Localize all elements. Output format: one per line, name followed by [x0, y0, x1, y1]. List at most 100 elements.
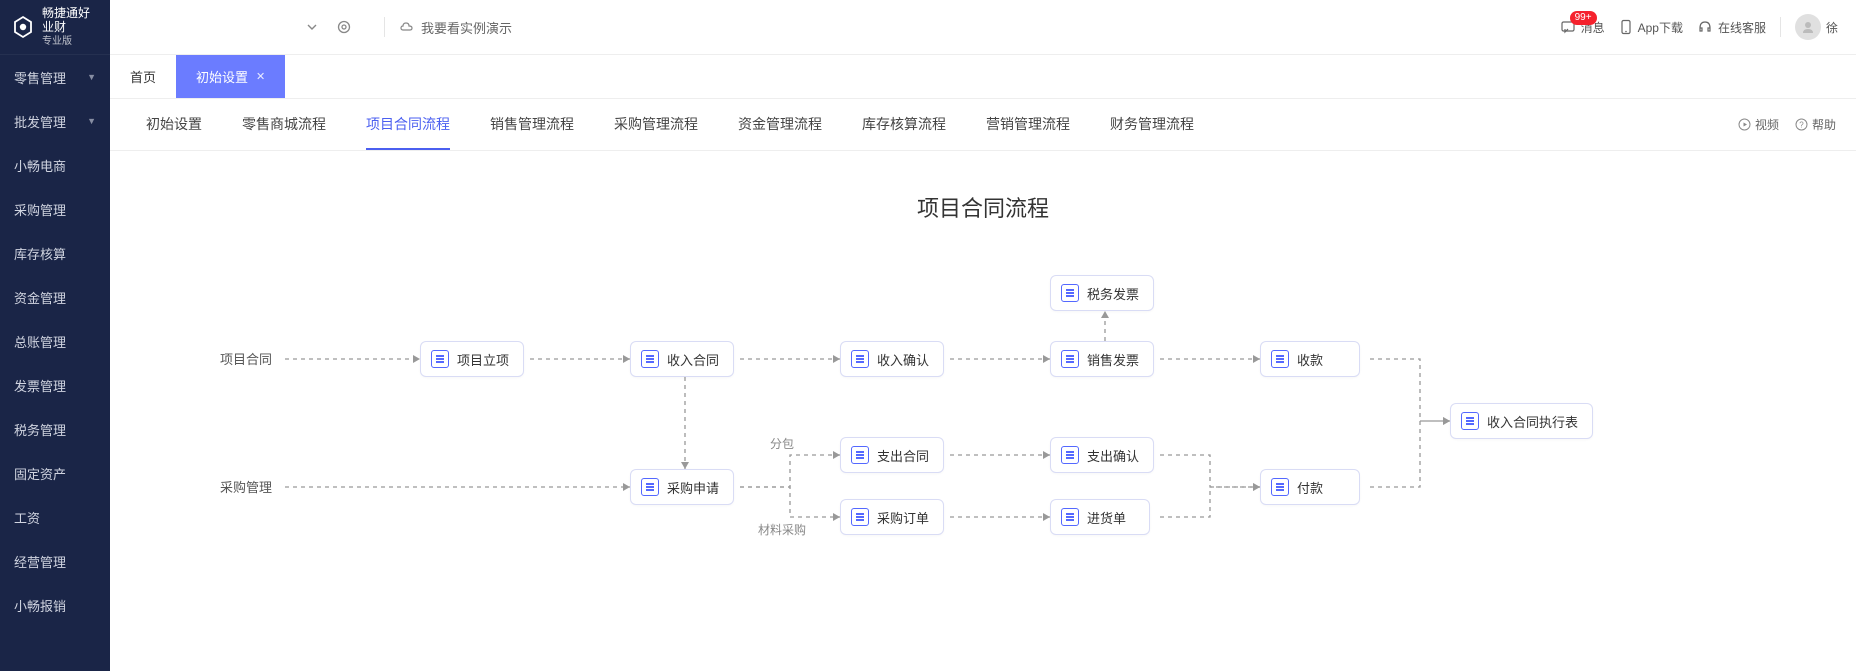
document-icon — [431, 350, 449, 368]
flow-node-label: 税务发票 — [1087, 284, 1139, 303]
page-tabs: 首页 初始设置 ✕ — [110, 55, 1856, 99]
video-link[interactable]: 视频 — [1738, 116, 1779, 133]
customer-service-button[interactable]: 在线客服 — [1697, 19, 1766, 36]
page-tab[interactable]: 首页 — [110, 55, 176, 98]
flow-node[interactable]: 采购订单 — [840, 499, 944, 535]
sidebar-item-label: 固定资产 — [14, 464, 66, 483]
sidebar-item[interactable]: 小畅电商 — [0, 143, 110, 187]
sidebar-item-label: 零售管理 — [14, 68, 66, 87]
video-label: 视频 — [1755, 116, 1779, 133]
brand-logo-icon — [10, 14, 36, 40]
sidebar-item-label: 工资 — [14, 508, 40, 527]
document-icon — [1061, 446, 1079, 464]
sub-tab[interactable]: 零售商城流程 — [242, 99, 326, 150]
help-link[interactable]: ? 帮助 — [1795, 116, 1836, 133]
document-icon — [1461, 412, 1479, 430]
chevron-down-icon: ▼ — [87, 72, 96, 82]
divider — [1780, 17, 1781, 37]
flow-node[interactable]: 付款 — [1260, 469, 1360, 505]
cs-label: 在线客服 — [1718, 19, 1766, 36]
demo-link-label: 我要看实例演示 — [421, 18, 512, 37]
sidebar-item[interactable]: 经营管理 — [0, 539, 110, 583]
sub-tab[interactable]: 初始设置 — [146, 99, 202, 150]
flow-node-label: 项目立项 — [457, 350, 509, 369]
sub-tabs: 初始设置零售商城流程项目合同流程销售管理流程采购管理流程资金管理流程库存核算流程… — [110, 99, 1856, 151]
flow-node-label: 收款 — [1297, 350, 1323, 369]
flow-node[interactable]: 采购申请 — [630, 469, 734, 505]
flow-node-label: 进货单 — [1087, 508, 1126, 527]
sub-tab[interactable]: 采购管理流程 — [614, 99, 698, 150]
close-icon[interactable]: ✕ — [256, 70, 265, 83]
topbar: 我要看实例演示 消息 99+ App下载 在线客服 徐 — [110, 0, 1856, 55]
flow-node[interactable]: 收入合同 — [630, 341, 734, 377]
svg-text:?: ? — [1799, 121, 1804, 130]
sub-tab[interactable]: 销售管理流程 — [490, 99, 574, 150]
gear-icon[interactable] — [336, 19, 352, 35]
app-download-button[interactable]: App下载 — [1619, 19, 1683, 36]
avatar — [1795, 14, 1821, 40]
flow-node-label: 支出合同 — [877, 446, 929, 465]
flow-edges — [110, 151, 1856, 671]
sidebar-item[interactable]: 总账管理 — [0, 319, 110, 363]
chevron-down-icon — [306, 21, 318, 33]
flow-node[interactable]: 支出合同 — [840, 437, 944, 473]
flow-node-label: 收入合同执行表 — [1487, 412, 1578, 431]
sub-tab[interactable]: 库存核算流程 — [862, 99, 946, 150]
sub-tab[interactable]: 资金管理流程 — [738, 99, 822, 150]
messages-badge: 99+ — [1570, 11, 1597, 25]
sidebar-item-label: 库存核算 — [14, 244, 66, 263]
document-icon — [1271, 478, 1289, 496]
org-selector[interactable] — [110, 0, 370, 54]
user-menu[interactable]: 徐 — [1795, 14, 1838, 40]
flow-node[interactable]: 进货单 — [1050, 499, 1150, 535]
document-icon — [1061, 284, 1079, 302]
sidebar-item[interactable]: 小畅报销 — [0, 583, 110, 627]
demo-link[interactable]: 我要看实例演示 — [399, 18, 512, 37]
flow-node[interactable]: 销售发票 — [1050, 341, 1154, 377]
sidebar-item[interactable]: 库存核算 — [0, 231, 110, 275]
sidebar-item[interactable]: 批发管理 ▼ — [0, 99, 110, 143]
sidebar-item[interactable]: 税务管理 — [0, 407, 110, 451]
sidebar-item-label: 小畅报销 — [14, 596, 66, 615]
sub-tab[interactable]: 项目合同流程 — [366, 99, 450, 150]
sidebar-item[interactable]: 资金管理 — [0, 275, 110, 319]
messages-button[interactable]: 消息 99+ — [1560, 19, 1605, 36]
flow-node[interactable]: 项目立项 — [420, 341, 524, 377]
phone-icon — [1619, 19, 1633, 35]
flow-node[interactable]: 收入确认 — [840, 341, 944, 377]
document-icon — [1061, 508, 1079, 526]
flow-node-label: 收入合同 — [667, 350, 719, 369]
document-icon — [1271, 350, 1289, 368]
sidebar-item-label: 批发管理 — [14, 112, 66, 131]
sidebar-item-label: 税务管理 — [14, 420, 66, 439]
sidebar-item[interactable]: 发票管理 — [0, 363, 110, 407]
sidebar-item[interactable]: 工资 — [0, 495, 110, 539]
page-tab[interactable]: 初始设置 ✕ — [176, 55, 285, 98]
flow-node[interactable]: 收款 — [1260, 341, 1360, 377]
help-label: 帮助 — [1812, 116, 1836, 133]
edge-label: 分包 — [770, 435, 794, 452]
user-name: 徐 — [1826, 19, 1838, 36]
edge-label: 材料采购 — [758, 521, 806, 538]
flow-node[interactable]: 收入合同执行表 — [1450, 403, 1593, 439]
sidebar-item-label: 发票管理 — [14, 376, 66, 395]
divider — [384, 17, 385, 37]
flow-node[interactable]: 支出确认 — [1050, 437, 1154, 473]
page-tab-label: 初始设置 — [196, 67, 248, 86]
flow-node-label: 付款 — [1297, 478, 1323, 497]
sub-tab[interactable]: 财务管理流程 — [1110, 99, 1194, 150]
sidebar-item[interactable]: 零售管理 ▼ — [0, 55, 110, 99]
sidebar-item-label: 总账管理 — [14, 332, 66, 351]
app-download-label: App下载 — [1638, 19, 1683, 36]
cloud-icon — [399, 19, 415, 35]
sidebar: 畅捷通好业财 专业版 零售管理 ▼ 批发管理 ▼ 小畅电商采购管理库存核算资金管理总账管… — [0, 0, 110, 671]
flow-node-label: 采购申请 — [667, 478, 719, 497]
sub-tab[interactable]: 营销管理流程 — [986, 99, 1070, 150]
document-icon — [851, 508, 869, 526]
flow-node[interactable]: 税务发票 — [1050, 275, 1154, 311]
sidebar-item[interactable]: 采购管理 — [0, 187, 110, 231]
page-tab-label: 首页 — [130, 67, 156, 86]
chevron-down-icon: ▼ — [87, 116, 96, 126]
brand: 畅捷通好业财 专业版 — [0, 0, 110, 55]
sidebar-item[interactable]: 固定资产 — [0, 451, 110, 495]
